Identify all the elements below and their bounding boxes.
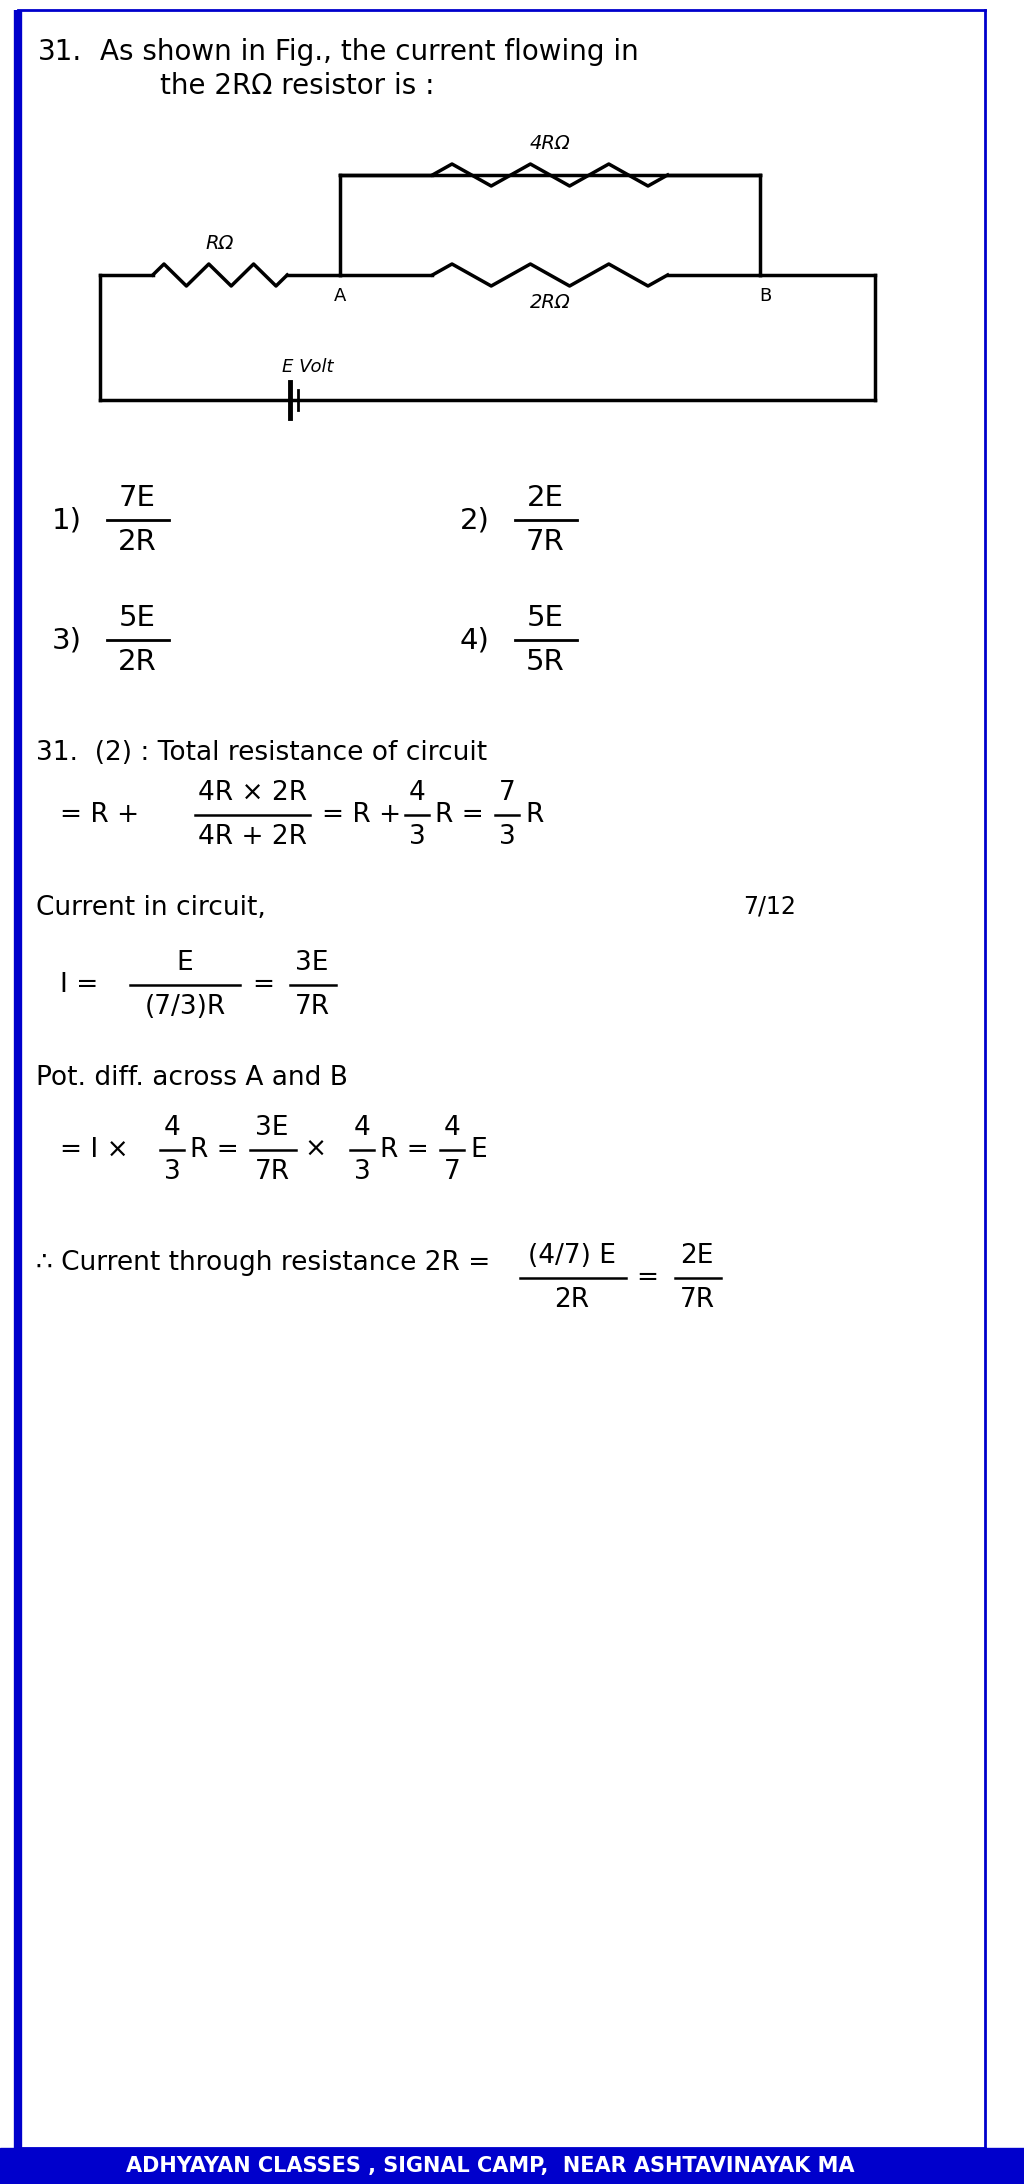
- Text: I =: I =: [60, 972, 98, 998]
- Text: 2): 2): [460, 507, 489, 535]
- Text: 4RΩ: 4RΩ: [529, 133, 570, 153]
- Text: 2R: 2R: [118, 649, 157, 677]
- Text: 1): 1): [52, 507, 82, 535]
- Text: 7R: 7R: [295, 994, 330, 1020]
- Text: 4: 4: [409, 780, 425, 806]
- Text: 3: 3: [409, 823, 425, 850]
- Text: 4R + 2R: 4R + 2R: [198, 823, 307, 850]
- Text: 3: 3: [164, 1160, 180, 1186]
- Text: E: E: [470, 1138, 486, 1164]
- Text: 7/12: 7/12: [743, 895, 797, 919]
- Text: 2R: 2R: [118, 529, 157, 557]
- Text: 2R: 2R: [554, 1286, 590, 1313]
- Text: E Volt: E Volt: [282, 358, 334, 376]
- Text: 31.: 31.: [38, 37, 82, 66]
- Text: 7R: 7R: [254, 1160, 290, 1186]
- Text: A: A: [334, 286, 346, 306]
- Text: 7: 7: [443, 1160, 461, 1186]
- Text: 3E: 3E: [295, 950, 329, 976]
- Text: 4R × 2R: 4R × 2R: [198, 780, 307, 806]
- Text: 3: 3: [353, 1160, 371, 1186]
- Text: 4): 4): [460, 627, 489, 653]
- Text: = I ×: = I ×: [60, 1138, 129, 1164]
- Text: 31.  (2) : Total resistance of circuit: 31. (2) : Total resistance of circuit: [36, 740, 487, 767]
- Text: = R +: = R +: [322, 802, 401, 828]
- Text: 3): 3): [52, 627, 82, 653]
- Text: ∴ Current through resistance 2R =: ∴ Current through resistance 2R =: [36, 1249, 490, 1275]
- Text: Current in circuit,: Current in circuit,: [36, 895, 266, 922]
- Text: R =: R =: [380, 1138, 429, 1164]
- Text: B: B: [759, 286, 771, 306]
- Text: 2E: 2E: [526, 485, 563, 511]
- Text: 7E: 7E: [119, 485, 156, 511]
- Text: 4: 4: [353, 1116, 371, 1140]
- Text: 2RΩ: 2RΩ: [529, 293, 570, 312]
- Text: 5R: 5R: [525, 649, 564, 677]
- Text: E: E: [177, 950, 194, 976]
- Text: 5E: 5E: [119, 605, 156, 631]
- Text: 3E: 3E: [255, 1116, 289, 1140]
- Text: R =: R =: [435, 802, 483, 828]
- Text: R: R: [525, 802, 544, 828]
- Text: =: =: [636, 1265, 658, 1291]
- Text: 4: 4: [443, 1116, 461, 1140]
- Text: the 2RΩ resistor is :: the 2RΩ resistor is :: [160, 72, 434, 100]
- Text: = R +: = R +: [60, 802, 139, 828]
- Text: Pot. diff. across A and B: Pot. diff. across A and B: [36, 1066, 348, 1092]
- Text: ×: ×: [304, 1138, 326, 1164]
- Bar: [0, 2149, 1024, 2184]
- Text: 7R: 7R: [525, 529, 564, 557]
- Text: RΩ: RΩ: [206, 234, 234, 253]
- Text: 3: 3: [499, 823, 515, 850]
- Text: 7R: 7R: [680, 1286, 715, 1313]
- Text: 4: 4: [164, 1116, 180, 1140]
- Text: (7/3)R: (7/3)R: [144, 994, 225, 1020]
- Text: 2E: 2E: [680, 1243, 714, 1269]
- Text: (4/7) E: (4/7) E: [528, 1243, 616, 1269]
- Text: =: =: [252, 972, 274, 998]
- Text: As shown in Fig., the current flowing in: As shown in Fig., the current flowing in: [100, 37, 639, 66]
- Text: 7: 7: [499, 780, 515, 806]
- Text: R =: R =: [190, 1138, 239, 1164]
- Text: ADHYAYAN CLASSES , SIGNAL CAMP,  NEAR ASHTAVINAYAK MA: ADHYAYAN CLASSES , SIGNAL CAMP, NEAR ASH…: [126, 2156, 854, 2175]
- Text: 5E: 5E: [526, 605, 563, 631]
